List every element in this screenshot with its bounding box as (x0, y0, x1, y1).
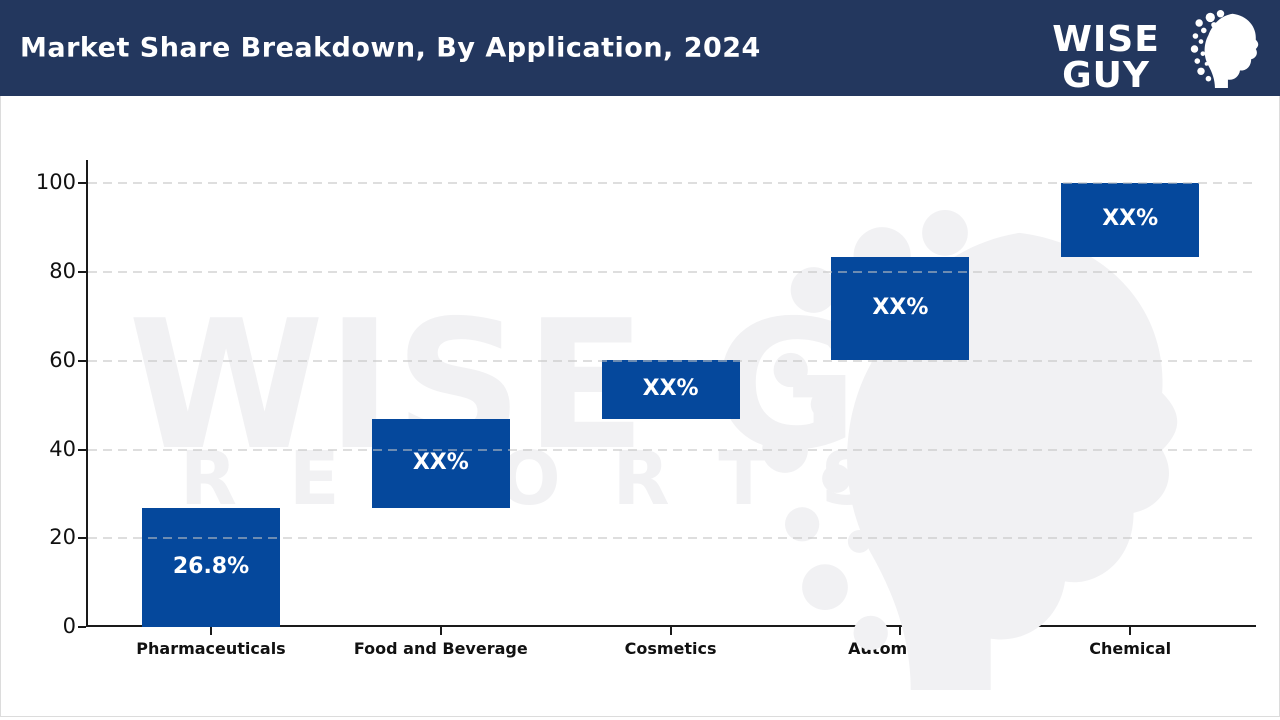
y-axis-tick (78, 182, 86, 185)
gridline (88, 359, 1256, 362)
y-axis-tick (78, 359, 86, 362)
x-axis-tick (1129, 627, 1132, 635)
y-axis-tick (78, 537, 86, 540)
x-axis-tick (439, 627, 442, 635)
x-axis-category-label: Cosmetics (624, 639, 717, 658)
gridline (88, 182, 1256, 185)
logo-subtitle: REPORTS (1043, 97, 1176, 111)
x-axis-tick (669, 627, 672, 635)
wiseguy-head-icon (1190, 10, 1259, 88)
x-axis-category-label: Pharmaceuticals (136, 639, 286, 658)
x-axis-category-label: Food and Beverage (353, 639, 528, 658)
bar-cosmetics (601, 360, 740, 420)
y-axis-tick-label: 0 (62, 614, 76, 638)
page-title: Market Share Breakdown, By Application, … (20, 32, 761, 64)
logo-text: WISE GUY REPORTS (1012, 19, 1200, 112)
y-axis-tick (78, 626, 86, 628)
x-axis-category-label: Chemical (1089, 639, 1172, 658)
bar-value-label: 26.8% (172, 553, 250, 579)
bar-value-label: XX% (412, 449, 469, 475)
x-axis-tick (899, 627, 902, 635)
gridline (88, 537, 1256, 540)
bar-pharmaceuticals (142, 508, 280, 627)
gridline (88, 271, 1256, 273)
x-axis-line (86, 625, 1256, 627)
header-bar: Market Share Breakdown, By Application, … (0, 0, 1280, 111)
y-axis-tick-label: 40 (49, 436, 76, 461)
logo-wordmark: WISE GUY (1052, 19, 1160, 96)
gridline (88, 448, 1256, 451)
bar-chemical (1061, 183, 1200, 258)
y-axis-tick-label: 100 (35, 170, 76, 195)
bar-automotive (831, 257, 970, 361)
bar-food-and-beverage (371, 419, 510, 509)
y-axis-tick (78, 271, 86, 273)
bar-value-label: XX% (642, 375, 699, 401)
wiseguy-logo: WISE GUY REPORTS (1012, 8, 1262, 111)
bar-value-label: XX% (1102, 206, 1159, 232)
x-axis-tick (210, 627, 212, 635)
bar-value-label: XX% (872, 294, 929, 320)
y-axis-tick-label: 20 (49, 525, 76, 550)
y-axis-line (86, 160, 88, 627)
y-axis-tick-label: 60 (49, 347, 76, 372)
y-axis-tick-label: 80 (49, 259, 76, 283)
y-axis-tick (78, 448, 86, 451)
